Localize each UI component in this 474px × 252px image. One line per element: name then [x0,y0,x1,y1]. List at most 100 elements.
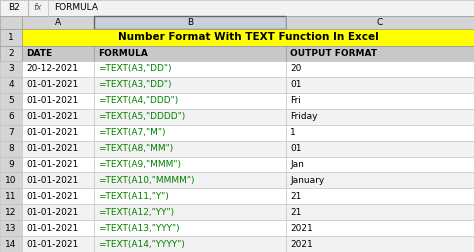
Bar [22,141,94,156]
Text: 20: 20 [290,65,301,74]
Bar [0,236,22,252]
Bar [0,220,22,236]
Bar [286,220,474,236]
Bar [0,141,22,156]
Bar [0,204,22,220]
Text: 1: 1 [8,33,14,42]
Text: 6: 6 [8,112,14,121]
Text: 4: 4 [8,80,14,89]
Bar [0,77,22,93]
Bar [286,141,474,156]
Bar [22,29,474,46]
Bar [286,93,474,109]
Bar [22,46,94,61]
Bar [0,93,22,109]
Bar [22,236,94,252]
Bar [94,125,286,141]
Text: 13: 13 [5,224,17,233]
Text: 2: 2 [8,49,14,58]
Bar [0,46,22,61]
Text: January: January [290,176,324,185]
Text: 9: 9 [8,160,14,169]
Bar [94,220,286,236]
Bar [0,172,22,188]
Text: 01: 01 [290,80,301,89]
Bar [286,156,474,172]
Bar [286,188,474,204]
Text: 01-01-2021: 01-01-2021 [26,96,78,105]
Text: C: C [377,18,383,27]
Bar [22,220,94,236]
Text: 01-01-2021: 01-01-2021 [26,144,78,153]
Text: Jan: Jan [290,160,304,169]
Bar [94,156,286,172]
Text: =TEXT(A12,"YY"): =TEXT(A12,"YY") [98,208,174,217]
Bar [286,204,474,220]
Text: 01-01-2021: 01-01-2021 [26,224,78,233]
Text: 21: 21 [290,192,301,201]
Bar [94,77,286,93]
Bar [0,188,22,204]
Bar [0,61,22,77]
Text: 10: 10 [5,176,17,185]
Text: =TEXT(A3,"DD"): =TEXT(A3,"DD") [98,80,172,89]
Bar [94,188,286,204]
Text: 01-01-2021: 01-01-2021 [26,160,78,169]
Text: 14: 14 [5,240,17,248]
Text: DATE: DATE [26,49,52,58]
Bar [286,172,474,188]
Text: 21: 21 [290,208,301,217]
Text: =TEXT(A11,"Y"): =TEXT(A11,"Y") [98,192,169,201]
Text: Number Format With TEXT Function In Excel: Number Format With TEXT Function In Exce… [118,33,378,43]
Bar [22,125,94,141]
Bar [0,16,22,29]
Bar [0,0,474,16]
Text: =TEXT(A7,"M"): =TEXT(A7,"M") [98,128,165,137]
Bar [94,204,286,220]
Text: 01-01-2021: 01-01-2021 [26,128,78,137]
Text: B2: B2 [8,4,20,13]
Bar [22,109,94,125]
Text: 20-12-2021: 20-12-2021 [26,65,78,74]
Bar [94,172,286,188]
Bar [94,16,286,29]
Text: 1: 1 [290,128,296,137]
Text: =TEXT(A9,"MMM"): =TEXT(A9,"MMM") [98,160,181,169]
Bar [0,109,22,125]
Bar [94,236,286,252]
Text: A: A [55,18,61,27]
Bar [22,172,94,188]
Text: 3: 3 [8,65,14,74]
Text: fx: fx [34,4,42,13]
Text: Fri: Fri [290,96,301,105]
Text: =TEXT(A4,"DDD"): =TEXT(A4,"DDD") [98,96,178,105]
Text: B: B [187,18,193,27]
Text: =TEXT(A13,"YYY"): =TEXT(A13,"YYY") [98,224,180,233]
Bar [94,109,286,125]
Bar [22,188,94,204]
Text: =TEXT(A8,"MM"): =TEXT(A8,"MM") [98,144,173,153]
Bar [22,93,94,109]
Bar [22,204,94,220]
Text: 7: 7 [8,128,14,137]
Bar [286,77,474,93]
Bar [22,156,94,172]
Text: 2021: 2021 [290,240,313,248]
Text: 5: 5 [8,96,14,105]
Text: =TEXT(A14,"YYYY"): =TEXT(A14,"YYYY") [98,240,185,248]
Text: FORMULA: FORMULA [98,49,148,58]
Bar [22,61,94,77]
Bar [286,236,474,252]
Text: =TEXT(A3,"DD"): =TEXT(A3,"DD") [98,65,172,74]
Bar [94,46,286,61]
Bar [286,125,474,141]
Text: 01-01-2021: 01-01-2021 [26,176,78,185]
Text: 01-01-2021: 01-01-2021 [26,240,78,248]
Text: =TEXT(A5,"DDDD"): =TEXT(A5,"DDDD") [98,112,185,121]
Bar [286,46,474,61]
Text: 01: 01 [290,144,301,153]
Text: FORMULA: FORMULA [54,4,98,13]
Text: 01-01-2021: 01-01-2021 [26,192,78,201]
Bar [94,93,286,109]
Bar [22,77,94,93]
